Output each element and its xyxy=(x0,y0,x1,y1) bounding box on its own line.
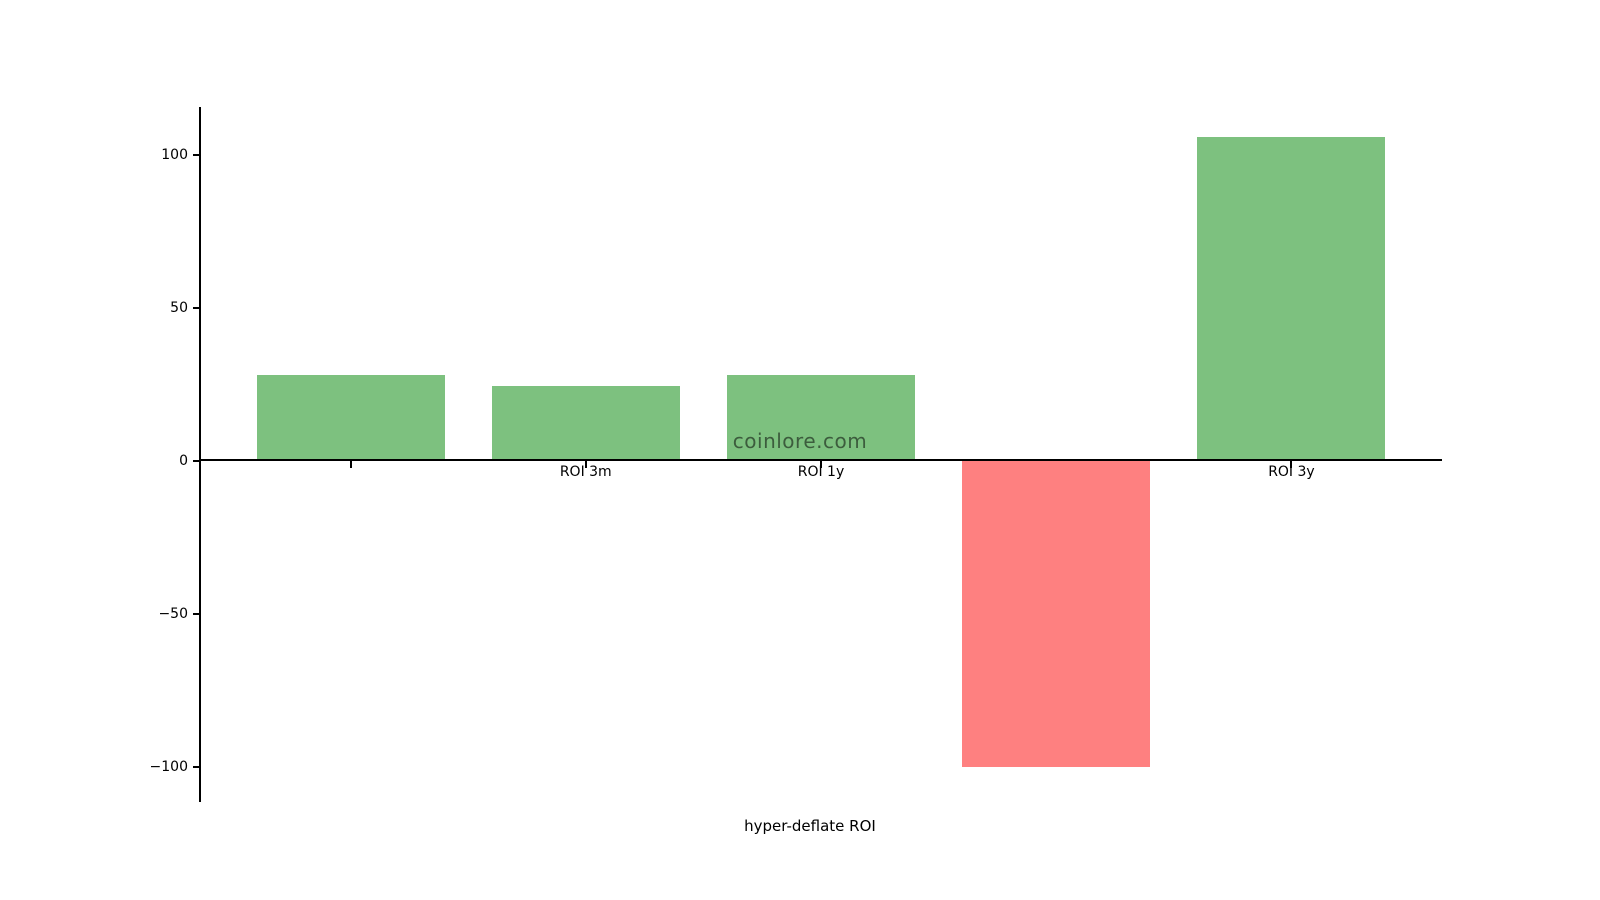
bar-positive xyxy=(256,375,445,461)
y-tick-mark xyxy=(193,154,200,156)
y-tick-label: 0 xyxy=(179,453,188,469)
x-tick-mark xyxy=(820,461,822,468)
y-tick-label: 50 xyxy=(170,300,188,316)
x-tick-label: ROI 1y xyxy=(797,464,845,480)
bar-positive xyxy=(491,386,680,461)
x-axis-spine xyxy=(199,459,1442,461)
watermark-text: coinlore.com xyxy=(732,429,868,453)
y-tick-mark xyxy=(193,460,200,462)
x-tick-mark xyxy=(349,461,352,468)
y-tick-mark xyxy=(193,766,200,768)
bar-positive xyxy=(727,375,915,461)
y-tick-label: 100 xyxy=(161,147,188,163)
y-tick-label: −50 xyxy=(158,606,188,622)
bar-negative xyxy=(962,461,1151,767)
x-tick-label: ROI 3y xyxy=(1268,464,1315,480)
x-axis-label: hyper-deflate ROI xyxy=(744,817,876,835)
x-tick-mark xyxy=(1290,461,1293,468)
y-tick-mark xyxy=(193,307,200,309)
y-tick-label: −100 xyxy=(149,759,188,775)
x-tick-label: ROI 3m xyxy=(559,464,612,480)
y-axis-spine xyxy=(199,107,201,802)
bar-positive xyxy=(1197,136,1386,461)
x-tick-mark xyxy=(584,461,587,468)
y-tick-mark xyxy=(193,613,200,615)
